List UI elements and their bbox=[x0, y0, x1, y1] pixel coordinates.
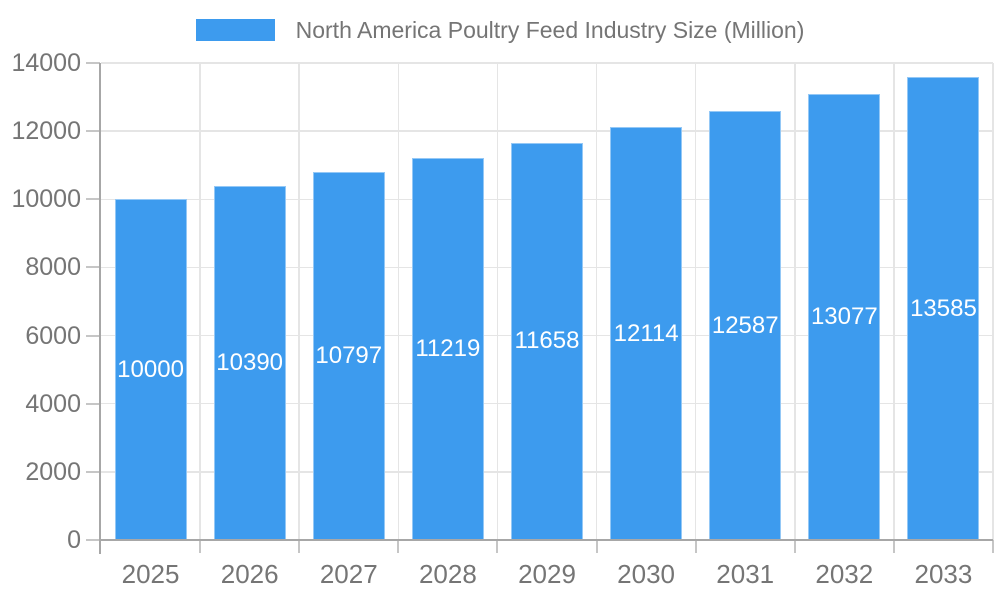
bar-2026[interactable] bbox=[213, 185, 286, 540]
y-axis-label: 10000 bbox=[11, 185, 81, 214]
bar-2032[interactable] bbox=[808, 94, 881, 540]
x-axis-label: 2025 bbox=[121, 559, 180, 589]
y-axis-tick bbox=[86, 130, 100, 133]
y-axis-tick bbox=[86, 402, 100, 405]
y-gridline bbox=[101, 62, 993, 64]
bar-2027[interactable] bbox=[312, 172, 385, 540]
x-axis-tick bbox=[496, 540, 499, 553]
y-axis-line bbox=[99, 63, 101, 554]
y-gridline bbox=[101, 130, 993, 132]
x-axis-line bbox=[99, 539, 993, 541]
bar-2031[interactable] bbox=[709, 111, 782, 540]
bar-2028[interactable] bbox=[411, 157, 484, 540]
y-axis-label: 6000 bbox=[25, 321, 81, 350]
x-gridline bbox=[992, 63, 994, 540]
x-gridline bbox=[298, 63, 300, 540]
x-gridline bbox=[694, 63, 697, 540]
x-axis-tick bbox=[298, 540, 301, 553]
x-axis-tick bbox=[793, 540, 796, 553]
y-axis-label: 0 bbox=[67, 526, 81, 554]
x-axis-label: 2026 bbox=[220, 559, 279, 589]
bar-2030[interactable] bbox=[610, 127, 683, 540]
bar-2029[interactable] bbox=[511, 142, 583, 540]
y-axis-label: 2000 bbox=[25, 457, 81, 486]
y-axis-label: 14000 bbox=[11, 49, 81, 77]
y-axis-label: 8000 bbox=[25, 253, 81, 282]
legend-swatch-icon bbox=[195, 19, 275, 41]
y-axis-tick bbox=[86, 470, 100, 473]
legend-label: North America Poultry Feed Industry Size… bbox=[295, 16, 805, 43]
bar-2025[interactable] bbox=[114, 199, 187, 540]
x-axis-label: 2029 bbox=[518, 559, 576, 589]
x-axis-label: 2030 bbox=[617, 559, 676, 589]
chart-legend[interactable]: North America Poultry Feed Industry Size… bbox=[0, 17, 1000, 43]
x-gridline bbox=[893, 63, 895, 540]
x-axis-tick bbox=[694, 540, 697, 553]
x-axis-tick bbox=[397, 540, 400, 553]
y-axis-tick bbox=[86, 198, 100, 201]
x-gridline bbox=[199, 63, 201, 540]
x-axis-tick bbox=[595, 540, 598, 553]
y-axis-tick bbox=[86, 62, 100, 64]
x-axis-label: 2031 bbox=[716, 559, 775, 589]
x-gridline bbox=[496, 63, 499, 540]
x-axis-tick bbox=[892, 540, 895, 553]
bar-2033[interactable] bbox=[907, 77, 980, 540]
x-axis-label: 2032 bbox=[815, 559, 874, 589]
y-axis-label: 12000 bbox=[11, 117, 81, 146]
x-axis-label: 2033 bbox=[914, 559, 973, 589]
x-axis-label: 2028 bbox=[418, 559, 477, 589]
y-axis-tick bbox=[86, 266, 100, 269]
x-gridline bbox=[397, 63, 400, 540]
x-axis-label: 2027 bbox=[319, 559, 378, 589]
x-gridline bbox=[595, 63, 598, 540]
x-gridline bbox=[794, 63, 796, 540]
y-axis-tick bbox=[86, 539, 100, 541]
x-axis-tick bbox=[199, 540, 202, 553]
y-axis-label: 4000 bbox=[25, 389, 81, 418]
y-axis-tick bbox=[86, 334, 100, 337]
x-axis-tick bbox=[992, 540, 994, 553]
